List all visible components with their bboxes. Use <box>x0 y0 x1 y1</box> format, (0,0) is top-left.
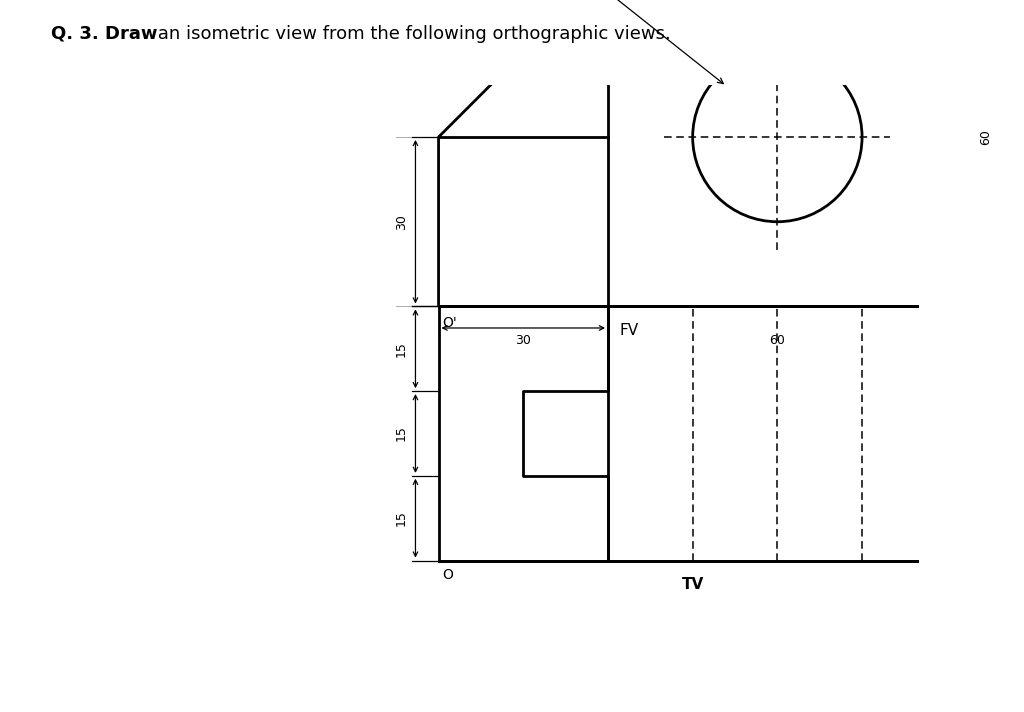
Text: an isometric view from the following orthographic views.: an isometric view from the following ort… <box>152 25 671 43</box>
Text: 30: 30 <box>395 214 408 230</box>
Text: 30: 30 <box>515 334 531 347</box>
Text: 60: 60 <box>769 334 785 347</box>
Text: 15: 15 <box>395 511 408 526</box>
Text: O': O' <box>442 315 457 330</box>
Text: 15: 15 <box>395 341 408 357</box>
Text: FV: FV <box>620 323 639 338</box>
Text: O: O <box>442 568 454 582</box>
Text: 15: 15 <box>395 426 408 441</box>
Text: 60: 60 <box>979 129 992 145</box>
Text: TV: TV <box>682 577 703 592</box>
Text: Q. 3. Draw: Q. 3. Draw <box>51 25 158 43</box>
